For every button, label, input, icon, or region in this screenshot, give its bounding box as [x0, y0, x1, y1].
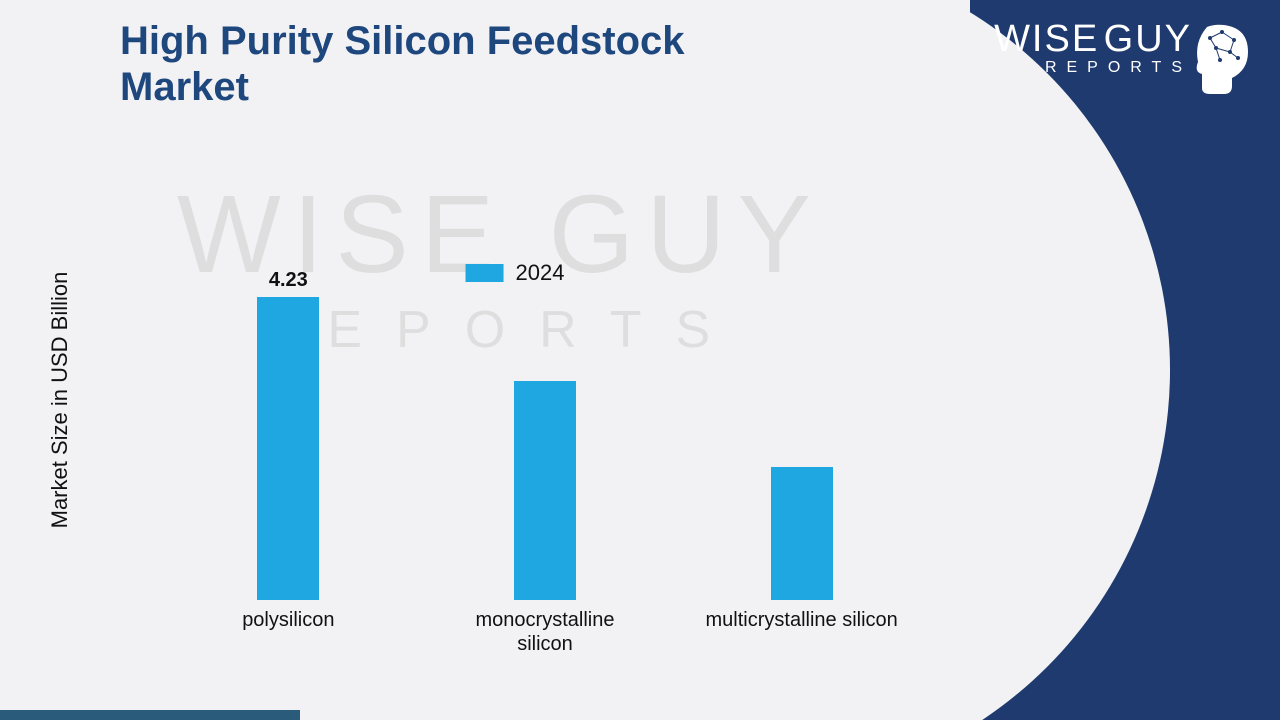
x-axis-label: monocrystalline silicon: [445, 608, 645, 656]
bar-group: 4.23: [188, 269, 388, 600]
bars-container: 4.23: [160, 170, 930, 600]
bar-rect: [771, 467, 833, 600]
logo-text-wise: WISE: [994, 18, 1099, 60]
plot-area: 4.23 polysiliconmonocrystalline siliconm…: [160, 170, 930, 600]
chart-area: Market Size in USD Billion 2024 4.23 pol…: [100, 150, 930, 650]
page-canvas: High Purity Silicon Feedstock Market WIS…: [0, 0, 1280, 720]
bar-rect: [257, 297, 319, 600]
logo-text-reports: REPORTS: [992, 59, 1192, 77]
bottom-accent-bar: [0, 710, 300, 720]
logo-text-guy: GUY: [1104, 18, 1192, 60]
y-axis-label: Market Size in USD Billion: [47, 272, 73, 529]
x-axis-labels: polysilicon monocrystalline silicon multic…: [160, 608, 930, 656]
bar-rect: [514, 381, 576, 600]
brand-logo: WISE GUY REPORTS: [992, 18, 1252, 77]
x-axis-label: polysilicon: [188, 608, 388, 656]
x-axis-label: multicrystalline silicon: [702, 608, 902, 656]
bar-group: [702, 439, 902, 600]
bar-value-label: 4.23: [269, 269, 308, 291]
head-icon: [1192, 22, 1252, 94]
bar-group: [445, 353, 645, 600]
chart-title: High Purity Silicon Feedstock Market: [120, 18, 740, 110]
